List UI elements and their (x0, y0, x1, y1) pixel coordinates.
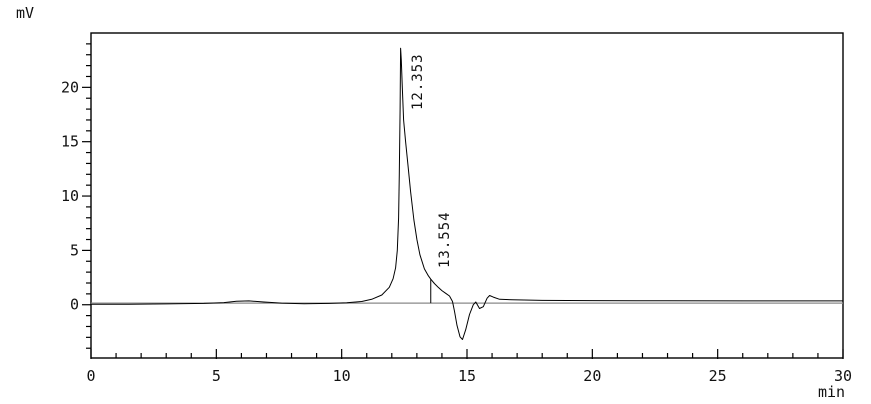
y-tick-label: 10 (61, 187, 79, 205)
x-tick-label: 10 (333, 367, 351, 385)
y-axis-unit-label: mV (16, 4, 35, 22)
peak-retention-label: 12.353 (410, 53, 426, 110)
x-tick-label: 25 (709, 367, 727, 385)
y-tick-label: 20 (61, 78, 79, 96)
peak-retention-label: 13.554 (437, 211, 453, 268)
y-tick-label: 0 (70, 296, 79, 314)
y-tick-label: 15 (61, 133, 79, 151)
x-tick-label: 15 (458, 367, 476, 385)
x-tick-label: 5 (212, 367, 221, 385)
x-tick-label: 30 (834, 367, 852, 385)
plot-frame (90, 32, 844, 359)
x-axis-unit-label: min (818, 383, 846, 401)
signal-trace (91, 47, 843, 340)
x-tick-label: 20 (583, 367, 601, 385)
y-tick-label: 5 (70, 241, 79, 259)
x-tick-label: 0 (86, 367, 95, 385)
